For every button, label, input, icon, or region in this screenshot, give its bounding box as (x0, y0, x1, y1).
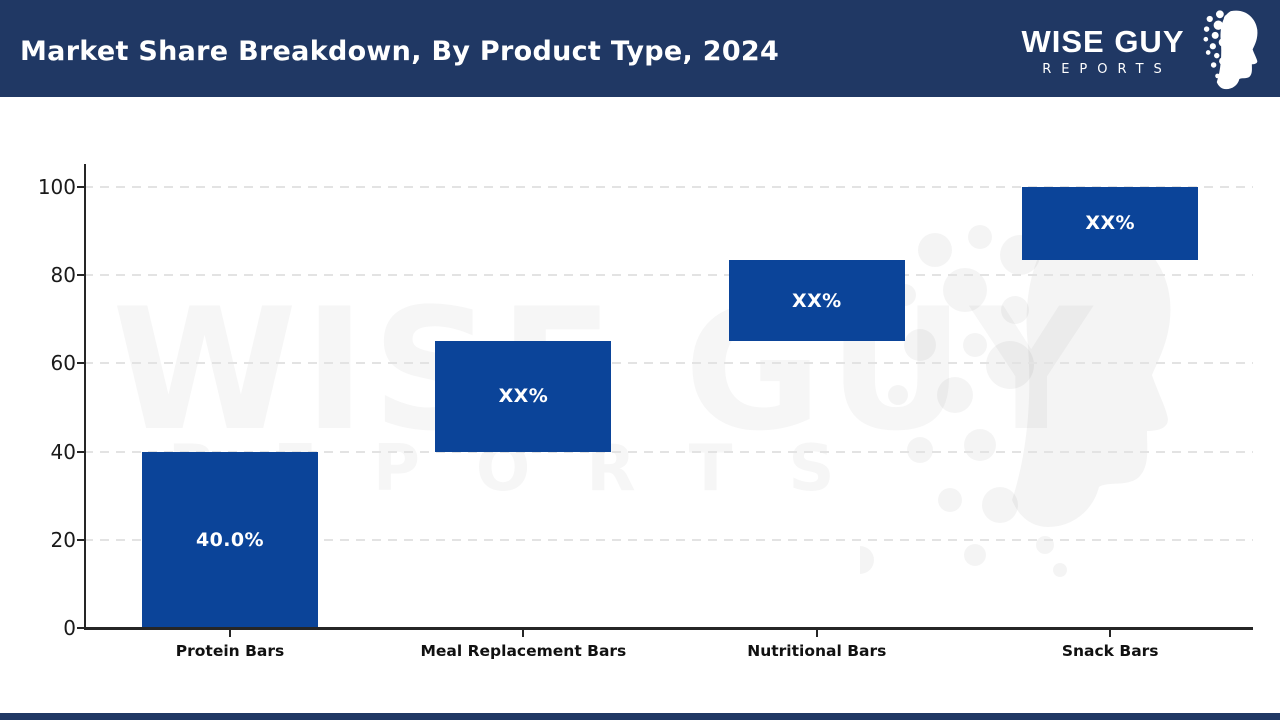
bar-value-label: XX% (1085, 212, 1135, 235)
y-axis-line (84, 164, 86, 630)
x-tick-mark (229, 630, 231, 637)
page-title: Market Share Breakdown, By Product Type,… (20, 36, 780, 67)
bar-value-label: XX% (792, 289, 842, 312)
x-axis-line (84, 627, 1253, 630)
bar-value-label: 40.0% (196, 528, 264, 551)
x-tick-mark (815, 630, 818, 637)
brand-logo-text: WISE GUY REPORTS (1012, 24, 1194, 77)
y-tick-mark (77, 450, 84, 453)
y-tick-mark (77, 274, 84, 277)
bar-value-label: XX% (498, 385, 549, 408)
bar-protein-bars: 40.0% (142, 451, 318, 628)
y-tick-label: 40 (50, 439, 76, 464)
y-tick-mark (77, 538, 84, 541)
bar-meal-replacement-bars: XX% (435, 341, 612, 452)
y-tick-label: 100 (37, 175, 76, 199)
x-tick-mark (522, 630, 525, 637)
gridline (84, 450, 1253, 453)
gridline (84, 274, 1253, 277)
x-tick-mark (1109, 630, 1112, 637)
logo-head-dots-icon (1203, 10, 1258, 90)
gridline (84, 538, 1253, 541)
y-tick-mark (77, 362, 84, 365)
y-tick-label: 60 (50, 351, 76, 376)
x-category-label: Protein Bars (175, 642, 285, 660)
x-category-label: Snack Bars (1061, 642, 1159, 660)
footer-band (0, 713, 1280, 720)
brand-name: WISE GUY (1021, 24, 1185, 59)
x-category-label: Nutritional Bars (747, 642, 887, 660)
y-tick-label: 20 (50, 527, 76, 552)
bar-snack-bars: XX% (1022, 187, 1199, 260)
gridline (84, 186, 1253, 188)
brand-logo: WISE GUY REPORTS (1012, 8, 1262, 90)
x-category-label: Meal Replacement Bars (420, 642, 627, 660)
header-band: Market Share Breakdown, By Product Type,… (0, 0, 1280, 97)
bar-nutritional-bars: XX% (728, 259, 905, 342)
y-tick-label: 0 (63, 616, 76, 640)
gridline (84, 362, 1253, 365)
brand-subname: REPORTS (1042, 62, 1172, 77)
y-tick-mark (77, 627, 84, 629)
y-tick-mark (77, 186, 84, 188)
y-tick-label: 80 (50, 263, 76, 288)
